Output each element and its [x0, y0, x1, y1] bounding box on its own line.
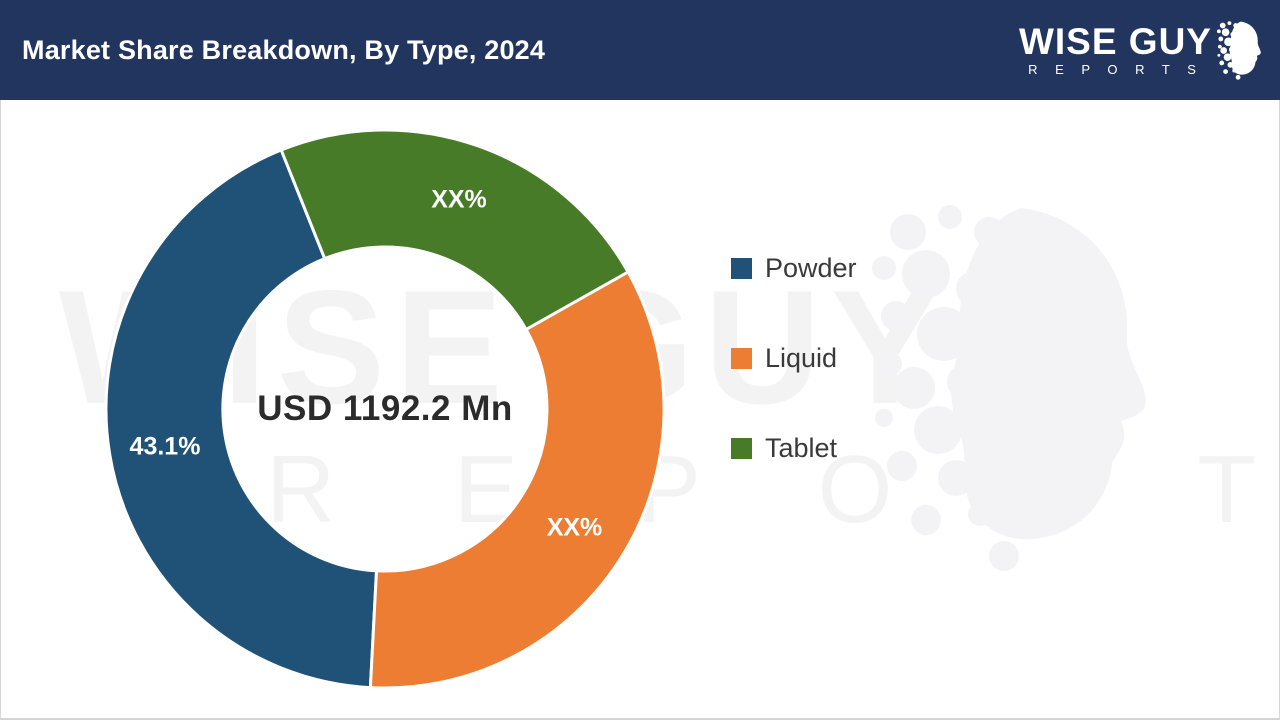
chart-legend: Powder Liquid Tablet [731, 252, 857, 525]
wise-guy-logo-face-icon [1216, 21, 1261, 80]
page-title: Market Share Breakdown, By Type, 2024 [22, 34, 546, 65]
logo-brand-name: WISE GUY [1018, 20, 1212, 62]
legend-swatch-powder [731, 257, 752, 279]
header-bar: Market Share Breakdown, By Type, 2024 WI… [0, 0, 1280, 100]
legend-item-tablet: Tablet [731, 432, 857, 463]
donut-slice-liquid [368, 270, 666, 690]
logo-brand-subtitle: R E P O R T S [1028, 62, 1203, 78]
legend-swatch-liquid [731, 347, 752, 369]
legend-item-liquid: Liquid [731, 342, 857, 373]
donut-slice-label-tablet: XX% [431, 186, 487, 214]
donut-chart: 43.1% XX% XX% [104, 128, 666, 690]
legend-item-powder: Powder [731, 252, 857, 283]
wise-guy-logo-text: WISE GUY R E P O R T S [1018, 20, 1212, 78]
donut-slice-powder [104, 148, 378, 690]
chart-area: WISE GUY R E P O R T S 43.1%XX%XX% USD 1… [0, 100, 1280, 720]
donut-center-value: USD 1192.2 Mn [257, 389, 513, 428]
donut-slice-tablet [279, 128, 630, 331]
legend-label-tablet: Tablet [765, 432, 838, 463]
legend-swatch-tablet [731, 437, 752, 459]
donut-slice-label-powder: 43.1% [130, 433, 201, 461]
watermark-face-icon [872, 205, 1146, 571]
legend-label-liquid: Liquid [765, 342, 838, 373]
wise-guy-logo: WISE GUY R E P O R T S [1019, 6, 1264, 94]
legend-label-powder: Powder [765, 252, 857, 283]
donut-slice-label-liquid: XX% [547, 514, 603, 542]
